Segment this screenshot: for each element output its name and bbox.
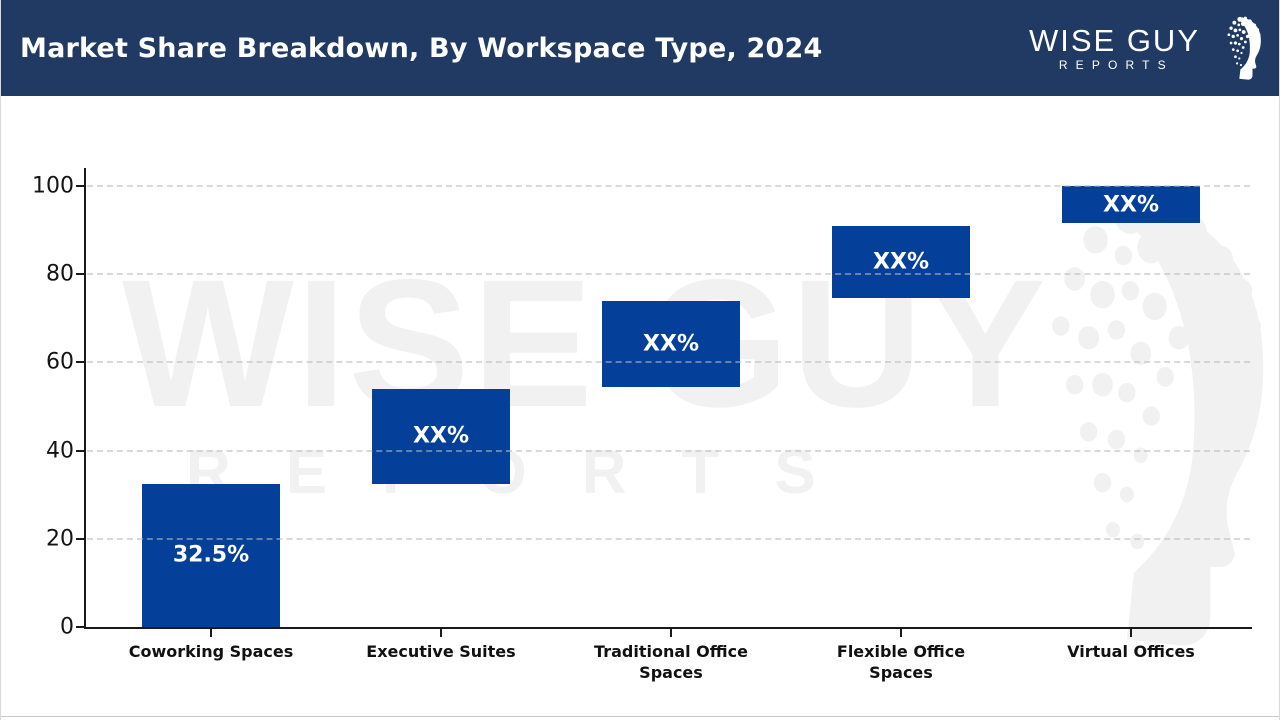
bar-value-label: 32.5%: [172, 542, 250, 568]
y-tick-mark: [76, 185, 84, 187]
x-tick-mark: [900, 629, 902, 637]
bar-value-label: XX%: [413, 423, 469, 449]
gridline-100: [87, 185, 1250, 187]
x-axis-label-flexible-office-spaces: Flexible Office Spaces: [836, 642, 966, 683]
y-tick-label: 80: [46, 261, 74, 287]
gridline-80: [87, 273, 1250, 276]
x-axis-label-executive-suites: Executive Suites: [366, 642, 516, 661]
x-axis-line: [84, 627, 1252, 629]
y-tick-label: 100: [32, 173, 74, 199]
bottom-divider: [0, 716, 1280, 717]
bar-value-label: XX%: [643, 331, 699, 357]
y-axis-line: [84, 168, 86, 629]
logo-tagline: REPORTS: [1058, 58, 1174, 72]
y-tick-mark: [76, 449, 84, 452]
gridline-40: [87, 449, 1250, 452]
x-axis-label-virtual-offices: Virtual Offices: [1067, 642, 1195, 661]
page-title: Market Share Breakdown, By Workspace Typ…: [20, 32, 823, 64]
bar-value-label: XX%: [873, 249, 929, 275]
x-axis-label-coworking-spaces: Coworking Spaces: [128, 642, 294, 661]
header-bar: Market Share Breakdown, By Workspace Typ…: [0, 0, 1280, 96]
y-tick-mark: [76, 537, 84, 540]
wise-guy-logo: WISE GUY REPORTS: [1029, 15, 1264, 81]
bar-coworking-spaces: [142, 483, 280, 627]
y-tick-mark: [76, 361, 84, 364]
x-tick-mark: [670, 629, 672, 637]
y-tick-label: 60: [46, 349, 74, 375]
bar-value-label: XX%: [1103, 192, 1159, 218]
x-tick-mark: [210, 629, 212, 637]
gridline-60: [87, 361, 1250, 364]
bar-virtual-offices: [1062, 186, 1200, 224]
y-tick-mark: [76, 273, 84, 276]
y-tick-label: 20: [46, 526, 74, 552]
logo-text: WISE GUY REPORTS: [1029, 25, 1200, 71]
bar-executive-suites: [372, 388, 510, 484]
y-tick-label: 0: [60, 614, 74, 640]
bar-flexible-office-spaces: [832, 225, 970, 299]
bar-traditional-office-spaces: [602, 300, 740, 387]
x-tick-mark: [440, 629, 442, 637]
y-tick-label: 40: [46, 438, 74, 464]
watermark-face-icon: [1052, 196, 1264, 646]
y-tick-mark: [76, 626, 84, 628]
x-axis-label-traditional-office-spaces: Traditional Office Spaces: [594, 642, 748, 683]
x-tick-mark: [1130, 629, 1132, 637]
logo-name: WISE GUY: [1028, 23, 1200, 58]
gridline-20: [87, 537, 1250, 540]
